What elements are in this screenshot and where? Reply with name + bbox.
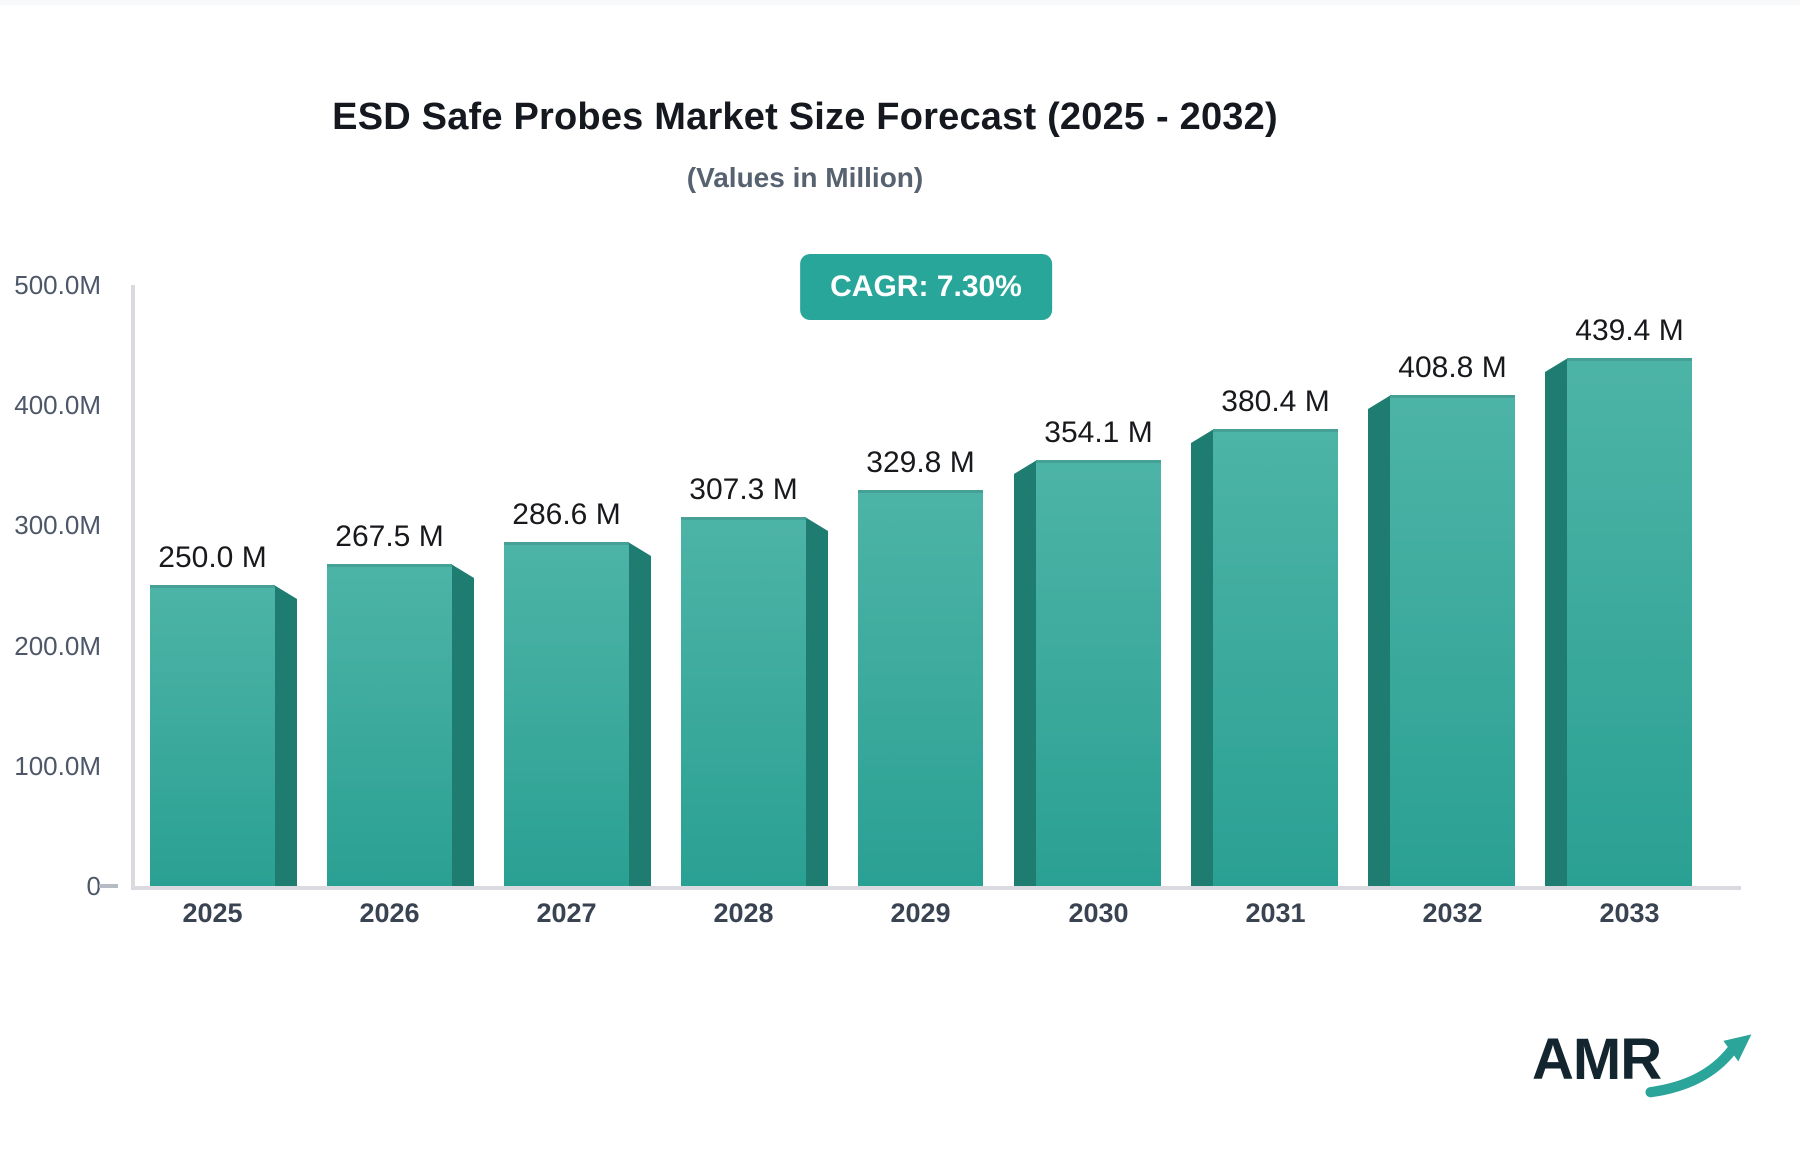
x-axis-label-2027: 2027: [536, 898, 597, 928]
bar-value-label: 408.8 M: [1398, 351, 1507, 384]
bar-value-label: 307.3 M: [689, 473, 798, 506]
bar-value-label: 267.5 M: [335, 520, 444, 553]
y-axis-tick-label: 100.0M: [14, 750, 101, 781]
page-top-edge: [0, 0, 1800, 5]
bar-3d-side: [1191, 429, 1214, 886]
bar-2029: [858, 490, 983, 886]
bar-3d-side: [805, 517, 828, 886]
bar-2031: [1213, 429, 1338, 886]
cagr-badge: CAGR: 7.30%: [800, 254, 1052, 320]
x-axis-label-2026: 2026: [359, 898, 420, 928]
x-axis-label-2033: 2033: [1599, 898, 1660, 928]
y-axis-tick-label: 400.0M: [14, 390, 101, 421]
zero-tick-dash: [99, 884, 118, 888]
bar-3d-side: [451, 564, 474, 886]
bar-2028: [681, 517, 806, 886]
bar-3d-side: [628, 542, 651, 886]
y-axis-tick-label: 200.0M: [14, 630, 101, 661]
y-axis-tick-label: 300.0M: [14, 510, 101, 541]
growth-arrow-icon: [1645, 1034, 1752, 1098]
y-axis-tick-label: 0: [86, 871, 101, 901]
y-axis-line: [131, 285, 135, 886]
chart-title: ESD Safe Probes Market Size Forecast (20…: [332, 96, 1278, 138]
bar-3d-side: [1545, 358, 1568, 886]
x-axis-label-2025: 2025: [182, 898, 243, 928]
bar-2030: [1036, 460, 1161, 886]
bar-3d-side: [1368, 395, 1391, 886]
amr-logo: AMR: [1532, 1028, 1757, 1104]
bar-2033: [1567, 358, 1692, 886]
bar-2026: [327, 564, 452, 886]
bar-value-label: 380.4 M: [1221, 385, 1330, 418]
bar-3d-side: [1014, 460, 1037, 886]
amr-logo-text: AMR: [1532, 1027, 1662, 1092]
x-axis-label-2030: 2030: [1068, 898, 1129, 928]
bar-value-label: 439.4 M: [1575, 314, 1684, 347]
x-axis-label-2032: 2032: [1422, 898, 1483, 928]
chart-subtitle: (Values in Million): [686, 162, 924, 193]
bar-value-label: 354.1 M: [1044, 416, 1153, 449]
bar-2032: [1390, 395, 1515, 886]
x-axis-label-2028: 2028: [713, 898, 774, 928]
bar-2027: [504, 542, 629, 886]
y-axis-tick-label: 500.0M: [14, 270, 101, 300]
bar-value-label: 329.8 M: [866, 446, 975, 479]
bar-value-label: 250.0 M: [158, 541, 267, 574]
bar-3d-side: [274, 585, 297, 886]
bar-2025: [150, 585, 275, 886]
bar-value-label: 286.6 M: [512, 498, 621, 531]
x-axis-label-2031: 2031: [1245, 898, 1306, 928]
x-axis-line: [131, 886, 1741, 890]
x-axis-label-2029: 2029: [890, 898, 951, 928]
